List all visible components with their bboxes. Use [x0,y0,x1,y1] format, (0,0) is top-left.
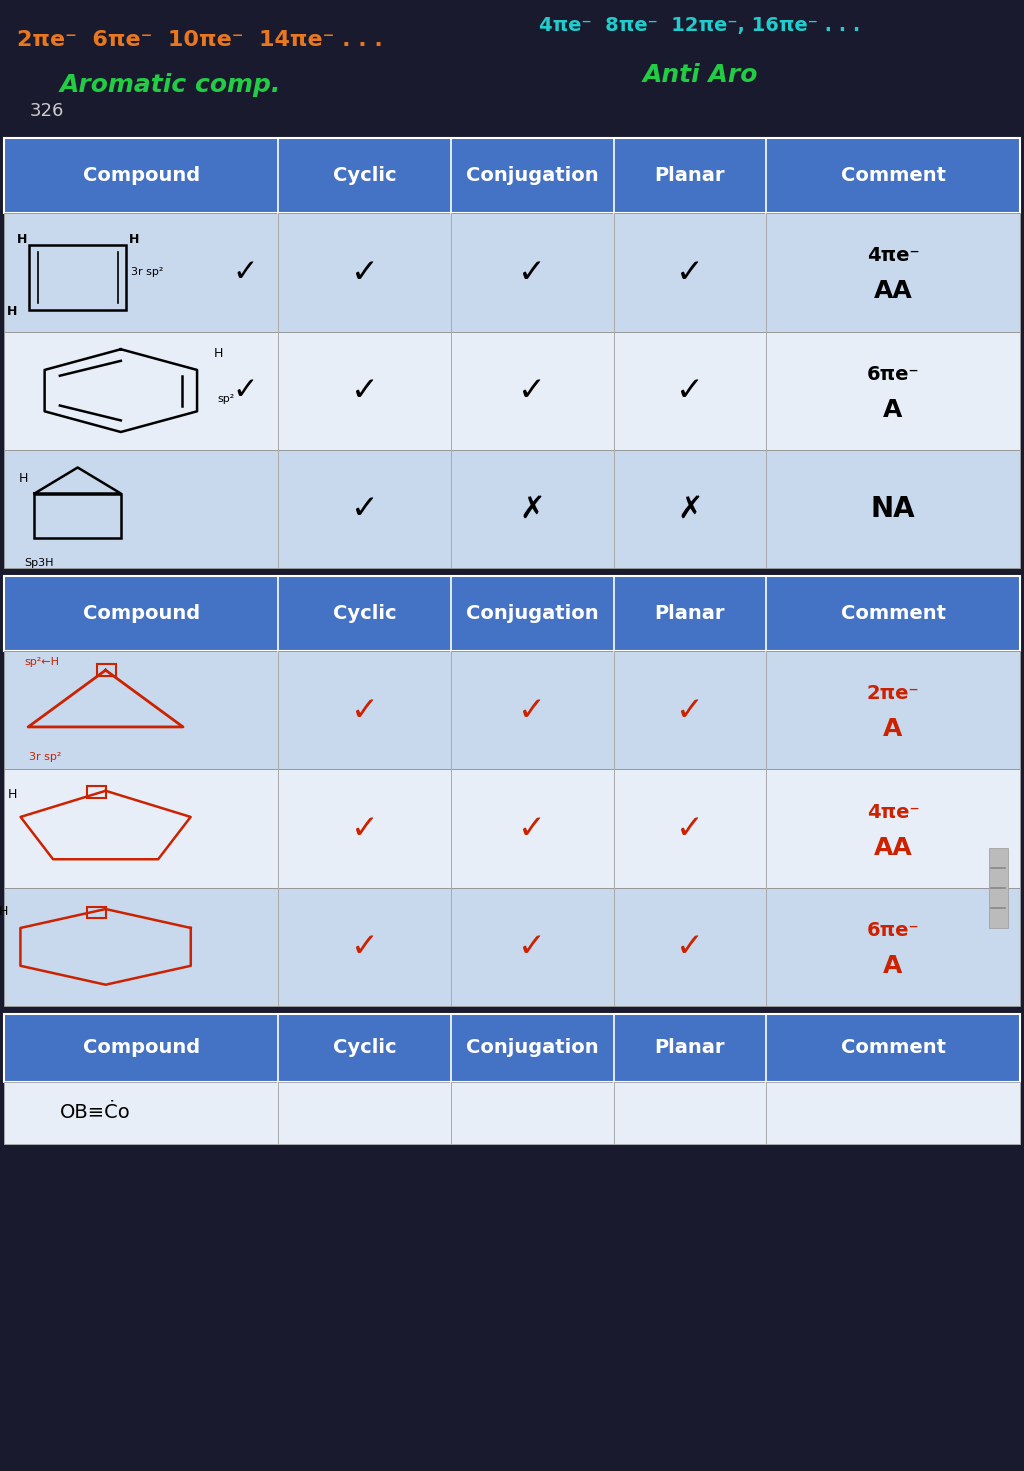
Text: sp²: sp² [217,394,234,405]
Text: Cyclic: Cyclic [333,166,396,185]
Text: ✓: ✓ [676,812,703,846]
Text: H: H [7,788,16,802]
Text: ✓: ✓ [518,256,547,288]
Text: ✓: ✓ [518,694,547,727]
Text: Cyclic: Cyclic [333,1039,396,1058]
Text: ✓: ✓ [350,374,379,407]
Bar [4,769,1020,888]
Bar [97,663,116,675]
Text: ✓: ✓ [350,812,379,846]
Text: ✓: ✓ [518,374,547,407]
Text: Anti Aro: Anti Aro [642,63,758,87]
Text: ✓: ✓ [232,377,258,405]
Text: ✓: ✓ [676,694,703,727]
Bar [30,246,126,310]
Bar [4,577,1020,652]
Text: ✓: ✓ [350,256,379,288]
Text: Compound: Compound [83,1039,200,1058]
Text: Planar: Planar [654,1039,725,1058]
Text: NA: NA [870,494,915,522]
Text: ✓: ✓ [676,930,703,964]
Text: 3r sp²: 3r sp² [30,752,61,762]
Text: Comment: Comment [841,1039,945,1058]
Text: OB≡Ċo: OB≡Ċo [60,1103,131,1122]
Bar [4,1014,1020,1081]
Text: 326: 326 [30,101,65,121]
Text: ✗: ✗ [519,494,545,524]
Text: Comment: Comment [841,605,945,624]
Text: 4πe⁻: 4πe⁻ [866,803,920,822]
Text: Sp3H: Sp3H [25,558,54,568]
Text: ✗: ✗ [677,494,702,524]
Text: AA: AA [873,279,912,303]
Text: Compound: Compound [83,605,200,624]
Bar [4,1081,1020,1144]
Text: H: H [17,232,28,246]
Bar [87,906,105,918]
Text: Conjugation: Conjugation [466,1039,599,1058]
Text: ✓: ✓ [676,256,703,288]
Text: ✓: ✓ [518,930,547,964]
Text: 4πe⁻: 4πe⁻ [866,246,920,265]
Text: Planar: Planar [654,166,725,185]
Text: H: H [129,232,139,246]
Bar [4,331,1020,450]
Text: A: A [884,718,903,741]
Text: H: H [7,304,17,318]
Text: A: A [884,953,903,978]
Bar [35,493,121,538]
Text: 6πe⁻: 6πe⁻ [866,921,920,940]
Text: ✓: ✓ [232,257,258,287]
Text: 4πe⁻  8πe⁻  12πe⁻, 16πe⁻ . . .: 4πe⁻ 8πe⁻ 12πe⁻, 16πe⁻ . . . [540,16,860,34]
Bar [87,786,105,797]
Text: Conjugation: Conjugation [466,166,599,185]
Text: 2πe⁻: 2πe⁻ [866,684,920,703]
Text: 3r sp²: 3r sp² [131,268,164,278]
Text: 2πe⁻  6πe⁻  10πe⁻  14πe⁻ . . .: 2πe⁻ 6πe⁻ 10πe⁻ 14πe⁻ . . . [17,29,383,50]
Text: H: H [214,347,223,360]
Text: Compound: Compound [83,166,200,185]
Text: ✓: ✓ [350,694,379,727]
Bar [4,138,1020,213]
Text: 6πe⁻: 6πe⁻ [866,365,920,384]
Text: Planar: Planar [654,605,725,624]
Text: sp²←H: sp²←H [25,658,59,668]
Text: H: H [0,905,8,918]
Text: ✓: ✓ [350,493,379,525]
Text: ✓: ✓ [350,930,379,964]
Text: A: A [884,397,903,422]
Text: AA: AA [873,836,912,859]
Bar [4,888,1020,1006]
Text: H: H [19,472,29,484]
Bar [4,213,1020,331]
Bar [4,652,1020,769]
Text: Comment: Comment [841,166,945,185]
Text: Cyclic: Cyclic [333,605,396,624]
Text: Aromatic comp.: Aromatic comp. [59,74,281,97]
Text: Conjugation: Conjugation [466,605,599,624]
Text: ✓: ✓ [676,374,703,407]
Bar [4,450,1020,568]
Text: ✓: ✓ [518,812,547,846]
